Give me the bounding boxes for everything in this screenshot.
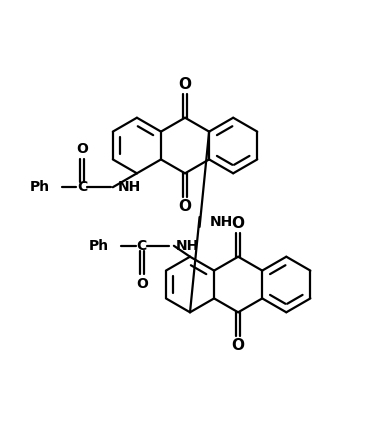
Text: Ph: Ph xyxy=(89,239,109,253)
Text: NH: NH xyxy=(118,180,141,194)
Text: O: O xyxy=(178,77,192,92)
Text: O: O xyxy=(136,277,148,291)
Text: O: O xyxy=(76,142,88,156)
Text: O: O xyxy=(232,338,245,353)
Text: NH: NH xyxy=(176,239,199,253)
Text: Ph: Ph xyxy=(29,180,50,194)
Text: O: O xyxy=(178,199,192,214)
Text: NH: NH xyxy=(210,215,233,229)
Text: O: O xyxy=(232,216,245,231)
Text: C: C xyxy=(77,180,87,194)
Text: C: C xyxy=(137,239,147,253)
